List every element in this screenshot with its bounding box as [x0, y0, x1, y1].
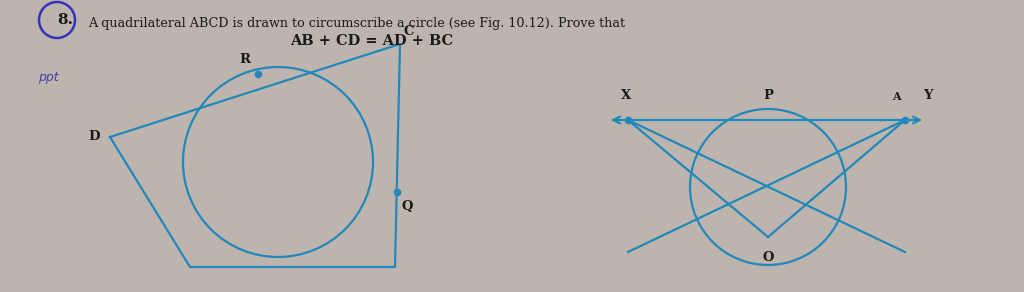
Text: Y: Y: [923, 89, 933, 102]
Text: X: X: [621, 89, 631, 102]
Text: 8.: 8.: [57, 13, 73, 27]
Text: P: P: [763, 89, 773, 102]
Text: A quadrilateral ABCD is drawn to circumscribe a circle (see Fig. 10.12). Prove t: A quadrilateral ABCD is drawn to circums…: [88, 17, 625, 30]
Text: Q: Q: [402, 200, 414, 213]
Text: D: D: [88, 131, 100, 143]
Text: O: O: [762, 251, 774, 264]
Text: ppt: ppt: [38, 70, 58, 84]
Text: R: R: [239, 53, 250, 66]
Text: A: A: [892, 91, 901, 102]
Text: C: C: [404, 25, 415, 38]
Text: AB + CD = AD + BC: AB + CD = AD + BC: [290, 34, 454, 48]
